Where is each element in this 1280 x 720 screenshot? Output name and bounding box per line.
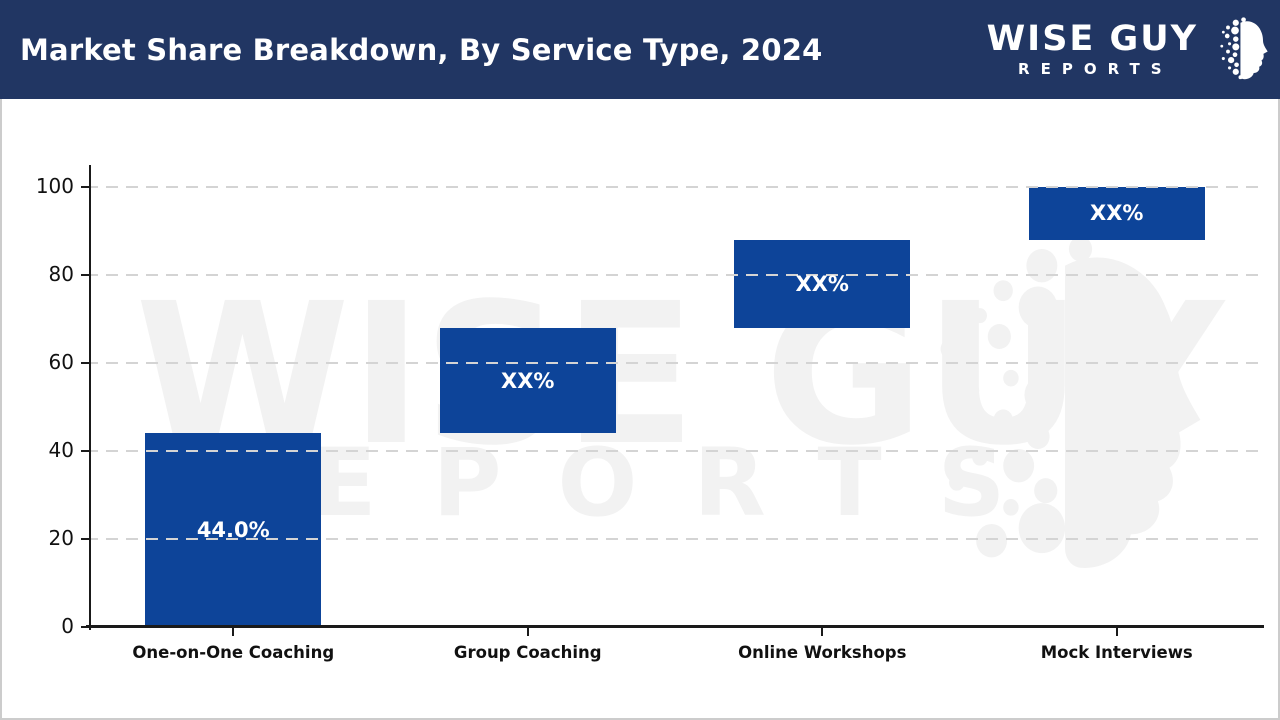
x-tick-mark <box>1115 628 1118 636</box>
y-axis <box>89 165 91 630</box>
y-tick-label: 80 <box>48 262 74 286</box>
gridline <box>86 362 1264 364</box>
bar-value-label: XX% <box>501 368 555 393</box>
plot: 0 20 40 60 80 100 44.0% One-on-One Coaching XX% G… <box>2 99 1278 718</box>
bar-segment <box>1028 187 1205 240</box>
bar-segment <box>145 433 322 627</box>
bar-value-label: XX% <box>795 271 849 296</box>
bar-value-label: XX% <box>1090 201 1144 226</box>
gridline <box>86 450 1264 452</box>
logo-wordmark: WISE GUY REPORTS <box>986 18 1198 78</box>
x-tick-mark <box>821 628 824 636</box>
gridline <box>86 538 1264 540</box>
logo-wordmark-line2: REPORTS <box>1018 59 1173 78</box>
watermark-head-icon <box>940 236 1201 568</box>
gridline <box>86 274 1264 276</box>
y-tick-mark <box>81 626 90 628</box>
bar-value-label: 44.0% <box>196 518 270 543</box>
x-axis <box>86 625 1264 628</box>
gridline <box>86 186 1264 188</box>
y-tick-label: 0 <box>61 614 74 638</box>
chart-area: WISE GUY REPORTS 0 20 40 60 80 100 44.0% One-on… <box>0 99 1280 720</box>
bar-segment <box>439 327 616 434</box>
y-tick-label: 100 <box>35 174 74 198</box>
y-tick-label: 60 <box>48 350 74 374</box>
y-tick-mark <box>81 274 90 276</box>
bar-segment <box>734 239 911 328</box>
brand-logo: WISE GUY REPORTS <box>987 0 1270 99</box>
x-tick-mark <box>526 628 529 636</box>
y-tick-mark <box>81 186 90 188</box>
page-title: Market Share Breakdown, By Service Type,… <box>20 32 823 67</box>
y-tick-mark <box>81 450 90 452</box>
x-category-label: Online Workshops <box>738 643 907 662</box>
x-tick-mark <box>232 628 235 636</box>
y-tick-mark <box>81 362 90 364</box>
logo-head-icon <box>1220 16 1268 79</box>
header: Market Share Breakdown, By Service Type,… <box>0 0 1280 99</box>
y-tick-mark <box>81 538 90 540</box>
x-category-label: One-on-One Coaching <box>132 643 335 662</box>
logo-wordmark-line1: WISE GUY <box>986 18 1198 59</box>
y-tick-label: 40 <box>48 438 74 462</box>
y-tick-label: 20 <box>48 526 74 550</box>
x-category-label: Group Coaching <box>453 643 602 662</box>
x-category-label: Mock Interviews <box>1040 643 1193 662</box>
